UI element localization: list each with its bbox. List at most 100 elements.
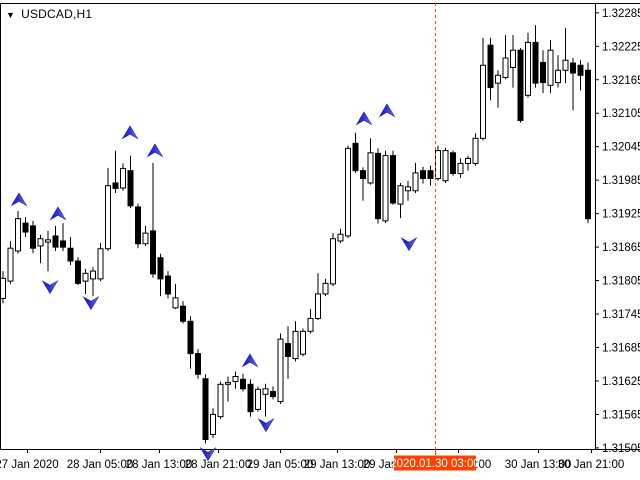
candle xyxy=(210,408,216,438)
candle xyxy=(90,267,96,297)
candle xyxy=(172,283,179,310)
candle xyxy=(45,230,51,272)
candle xyxy=(525,32,531,98)
candle xyxy=(510,35,516,88)
candle xyxy=(495,70,501,108)
candle xyxy=(480,37,486,141)
candle xyxy=(487,37,494,101)
candle xyxy=(397,182,404,219)
candle xyxy=(330,233,336,287)
candle xyxy=(555,55,561,88)
candle xyxy=(105,167,111,251)
candle xyxy=(420,166,426,184)
candle xyxy=(52,225,59,251)
candle xyxy=(247,379,254,417)
candle xyxy=(217,381,224,419)
up-arrow-marker[interactable] xyxy=(378,103,396,118)
candle xyxy=(82,268,89,294)
candles-series xyxy=(0,25,591,444)
candle xyxy=(502,35,509,80)
price-tick-label: 1.31745 xyxy=(602,309,640,321)
time-tick-label: 30 Jan 13:00 xyxy=(505,459,572,471)
time-tick-label: 30 Jan 21:00 xyxy=(558,459,625,471)
candle xyxy=(127,155,134,209)
candle xyxy=(255,386,261,412)
candle xyxy=(322,278,329,297)
price-tick-label: 1.31865 xyxy=(602,242,640,254)
up-arrow-marker[interactable] xyxy=(146,143,164,158)
candle xyxy=(547,40,554,94)
candle xyxy=(442,147,449,183)
candle xyxy=(120,163,126,191)
candle xyxy=(277,333,284,404)
candle xyxy=(225,376,231,402)
candle xyxy=(585,62,591,224)
time-tick-label: 28 Jan 13:00 xyxy=(126,459,193,471)
candle xyxy=(352,132,359,173)
price-tick-label: 1.31805 xyxy=(602,276,640,288)
candle xyxy=(135,203,141,249)
price-tick-label: 1.31925 xyxy=(602,209,640,221)
down-arrow-marker[interactable] xyxy=(199,447,217,462)
candle xyxy=(285,326,291,379)
candle xyxy=(300,328,306,357)
chart-border xyxy=(0,3,640,450)
time-tick-label: 29 Jan 13:00 xyxy=(304,459,371,471)
candle xyxy=(562,27,569,84)
price-tick-label: 1.31685 xyxy=(602,342,640,354)
candle xyxy=(412,162,419,193)
symbol-timeframe-label: ▼ USDCAD,H1 xyxy=(6,7,92,21)
price-tick-label: 1.31625 xyxy=(602,376,640,388)
down-arrow-marker[interactable] xyxy=(82,296,100,311)
chevron-down-icon[interactable]: ▼ xyxy=(6,9,16,20)
price-axis[interactable]: 1.32285 1.32225 1.32165 1.32105 1.32045 1.319… xyxy=(595,8,640,455)
up-arrow-marker[interactable] xyxy=(241,353,259,368)
price-tick-label: 1.32165 xyxy=(602,75,640,87)
candle xyxy=(382,150,389,224)
candle xyxy=(240,373,246,392)
candle xyxy=(195,349,201,379)
up-arrow-marker[interactable] xyxy=(355,111,373,126)
up-arrow-marker[interactable] xyxy=(10,192,28,207)
candle xyxy=(22,216,29,238)
candle xyxy=(270,386,276,400)
candle xyxy=(232,371,239,389)
candle xyxy=(532,25,539,88)
candle xyxy=(30,220,36,254)
candle xyxy=(97,243,104,282)
candle xyxy=(390,150,396,205)
price-tick-label: 1.32105 xyxy=(602,108,640,120)
up-arrow-marker[interactable] xyxy=(49,206,67,221)
candle xyxy=(435,145,441,181)
candle xyxy=(307,309,314,334)
candle xyxy=(540,50,546,94)
candle xyxy=(157,253,164,297)
candle xyxy=(0,271,6,304)
event-time-text: 2020.01.30 03:00 xyxy=(390,458,480,470)
candle xyxy=(345,145,351,239)
candle xyxy=(292,321,299,362)
down-arrow-marker[interactable] xyxy=(400,237,418,252)
candle xyxy=(180,301,186,324)
candle xyxy=(187,316,194,369)
candle xyxy=(367,138,374,185)
price-tick-label: 1.32225 xyxy=(602,41,640,53)
price-tick-label: 1.31985 xyxy=(602,175,640,187)
candle xyxy=(577,60,584,91)
time-tick-label: 29 Jan 05:00 xyxy=(247,459,314,471)
up-arrow-marker[interactable] xyxy=(121,125,139,140)
candle xyxy=(450,150,456,176)
down-arrow-marker[interactable] xyxy=(257,418,275,433)
candle xyxy=(165,271,171,299)
down-arrow-marker[interactable] xyxy=(41,280,59,295)
candle xyxy=(15,210,21,254)
price-tick-label: 1.32285 xyxy=(602,8,640,20)
candle xyxy=(570,58,576,111)
price-tick-label: 1.32045 xyxy=(602,142,640,154)
candle xyxy=(60,223,66,251)
candle xyxy=(360,167,366,201)
candle xyxy=(457,158,464,178)
